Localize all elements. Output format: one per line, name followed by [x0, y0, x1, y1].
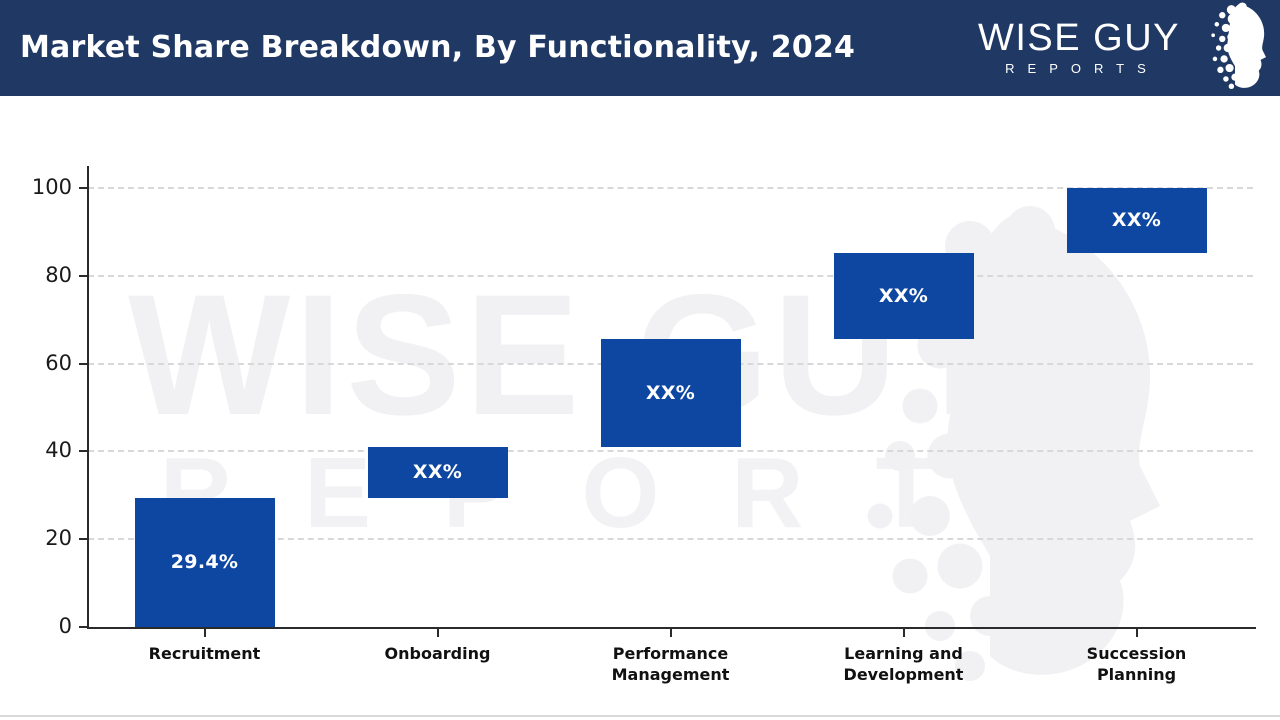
bar-segment: XX%	[367, 446, 508, 498]
brand-logo: WISE GUY REPORTS	[978, 0, 1266, 96]
bar-value-label: XX%	[878, 285, 929, 308]
x-category-label: Recruitment	[148, 644, 261, 663]
gridline	[88, 186, 1253, 189]
bar-segment: XX%	[833, 252, 974, 340]
y-tick-label: 100	[31, 174, 72, 199]
page-title: Market Share Breakdown, By Functionality…	[20, 30, 856, 65]
brand-subtext: REPORTS	[1005, 61, 1159, 76]
bar-value-label: 29.4%	[170, 551, 239, 574]
bar-segment: 29.4%	[134, 497, 275, 627]
x-tick-mark	[669, 629, 672, 637]
gridline	[88, 274, 1253, 277]
footer-divider	[0, 715, 1280, 717]
x-category-label: Onboarding	[384, 644, 491, 663]
y-tick-mark	[79, 450, 87, 453]
y-tick-label: 80	[45, 262, 72, 287]
x-category-label: Learning and Development	[843, 644, 964, 684]
y-tick-label: 20	[45, 526, 72, 551]
brand-logo-text: WISE GUY REPORTS	[978, 18, 1180, 78]
bar-segment: XX%	[1066, 187, 1207, 253]
y-tick-label: 40	[45, 438, 72, 463]
y-axis-line	[87, 166, 89, 629]
bar-value-label: XX%	[412, 461, 463, 484]
bar-value-label: XX%	[1111, 209, 1162, 232]
y-tick-label: 60	[45, 350, 72, 375]
x-tick-mark	[436, 629, 439, 637]
brand-wordmark: WISE GUY	[977, 17, 1180, 59]
y-tick-mark	[79, 626, 87, 628]
gridline	[88, 450, 1253, 453]
x-category-label: Succession Planning	[1086, 644, 1187, 684]
y-tick-label: 0	[58, 614, 72, 638]
x-tick-mark	[1135, 629, 1138, 637]
y-tick-mark	[79, 362, 87, 365]
watermark-subtext: REPORTS	[160, 437, 1148, 549]
chart-canvas: WISE GUY REPORTS 0 20 40 60 80 100 29.4% Recrui…	[0, 96, 1280, 716]
y-tick-mark	[79, 538, 87, 541]
brand-face-icon	[1184, 2, 1266, 94]
x-tick-mark	[902, 629, 905, 637]
x-category-label: Performance Management	[611, 644, 730, 684]
header-bar: Market Share Breakdown, By Functionality…	[0, 0, 1280, 96]
gridline	[88, 538, 1253, 541]
x-axis-line	[87, 627, 1256, 629]
x-tick-mark	[203, 629, 206, 637]
y-tick-mark	[79, 186, 87, 189]
bar-value-label: XX%	[645, 382, 696, 405]
bar-segment: XX%	[600, 339, 741, 447]
y-tick-mark	[79, 274, 87, 277]
